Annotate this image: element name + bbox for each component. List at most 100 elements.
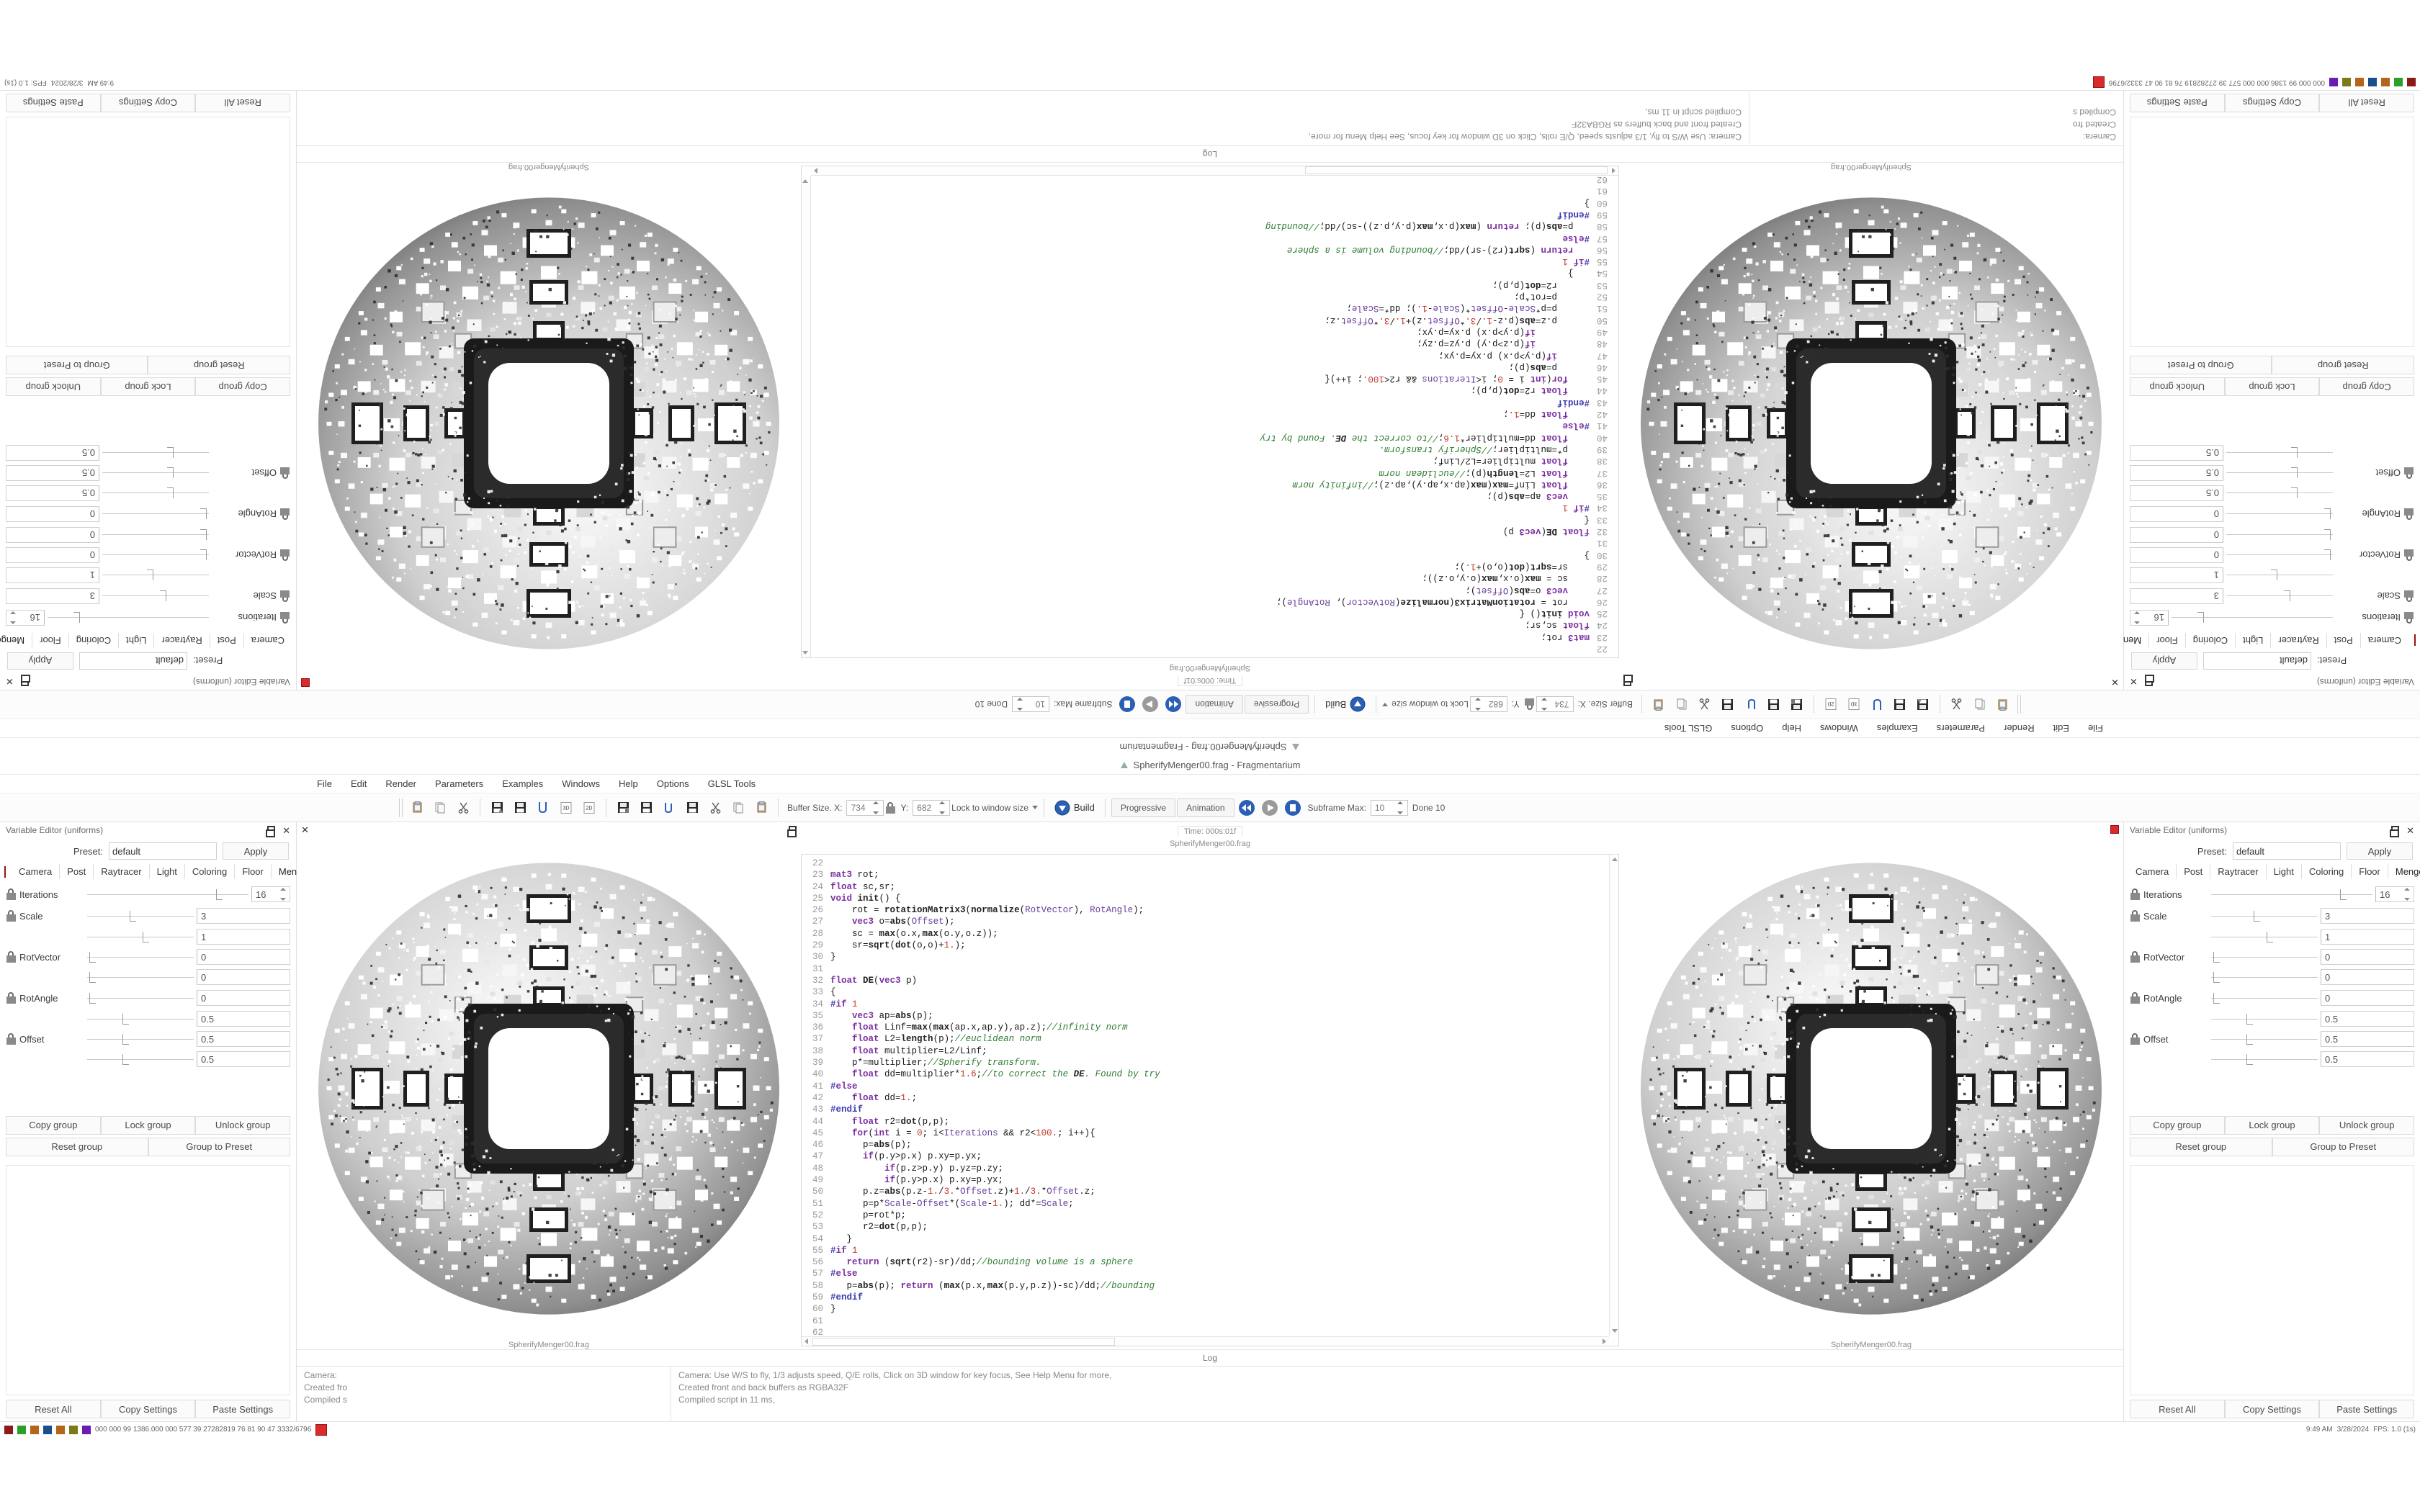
param-value-input-mirrored[interactable]: 0.5 bbox=[2130, 465, 2223, 481]
render-close-left[interactable]: ✕ bbox=[301, 825, 309, 834]
group-to-preset-button-right-mirrored[interactable]: Group to Preset bbox=[6, 356, 148, 375]
param-value-input-mirrored[interactable]: 0 bbox=[6, 506, 99, 522]
lock-icon[interactable] bbox=[6, 910, 17, 922]
save-icon-mirrored[interactable] bbox=[1763, 695, 1785, 715]
scroll-left-icon-mirrored[interactable] bbox=[1609, 166, 1618, 176]
lock-icon[interactable] bbox=[2130, 951, 2141, 963]
param-value-input-mirrored[interactable]: 16 bbox=[6, 610, 45, 626]
tab-coloring-left[interactable]: Coloring bbox=[185, 864, 235, 879]
reset-group-button-left[interactable]: Reset group bbox=[6, 1138, 148, 1156]
stop-icon-mirrored[interactable] bbox=[1116, 695, 1138, 715]
tab-raytracer-left-mirrored[interactable]: Raytracer bbox=[2270, 633, 2326, 648]
param-value-input[interactable]: 0 bbox=[2321, 990, 2414, 1006]
scroll-down-icon-mirrored[interactable] bbox=[801, 176, 810, 186]
param-slider[interactable] bbox=[2211, 1033, 2318, 1045]
apply-button-right[interactable]: Apply bbox=[2347, 842, 2413, 860]
param-slider-mirrored[interactable] bbox=[2226, 549, 2333, 561]
copy-settings-button-left[interactable]: Copy Settings bbox=[101, 1400, 196, 1418]
param-slider[interactable] bbox=[87, 971, 194, 983]
lock-group-button-right-mirrored[interactable]: Lock group bbox=[101, 378, 196, 397]
taskbar-red-indicator[interactable] bbox=[315, 1424, 327, 1436]
param-slider-mirrored[interactable] bbox=[102, 590, 209, 602]
apply-button-left[interactable]: Apply bbox=[223, 842, 289, 860]
copy-group-button-right[interactable]: Copy group bbox=[2130, 1116, 2225, 1135]
menu-help-mirrored[interactable]: Help bbox=[1782, 723, 1801, 734]
subframe-max-spinner-mirrored[interactable] bbox=[1014, 698, 1023, 711]
tab-coloring-left-mirrored[interactable]: Coloring bbox=[2185, 633, 2235, 648]
menu-parameters[interactable]: Parameters bbox=[435, 778, 483, 789]
render-view-right-mirrored[interactable]: SpherifyMenger00.frag bbox=[297, 163, 801, 690]
menu-examples[interactable]: Examples bbox=[502, 778, 543, 789]
param-slider[interactable] bbox=[87, 1053, 194, 1065]
copy-group-button-right-mirrored[interactable]: Copy group bbox=[195, 378, 290, 397]
save-image-icon-mirrored[interactable] bbox=[1912, 695, 1934, 715]
paste-settings-button-right-mirrored[interactable]: Paste Settings bbox=[6, 94, 101, 112]
fractal-render-right-mirrored[interactable] bbox=[311, 171, 786, 675]
slider-handle-mirrored[interactable] bbox=[160, 590, 166, 601]
float-icon-left[interactable] bbox=[267, 826, 275, 833]
lock-icon-mirrored[interactable] bbox=[1524, 699, 1535, 711]
cut-icon-mirrored[interactable] bbox=[1946, 695, 1968, 715]
animation-button-mirrored[interactable]: Animation bbox=[1186, 696, 1242, 714]
lock-icon[interactable] bbox=[2130, 992, 2141, 1004]
param-slider-mirrored[interactable] bbox=[102, 529, 209, 541]
3d-view-icon[interactable]: 3D bbox=[555, 798, 577, 818]
slider-handle[interactable] bbox=[130, 911, 136, 922]
lock-icon-mirrored[interactable] bbox=[279, 508, 290, 520]
hscroll-thumb[interactable] bbox=[812, 1338, 1115, 1346]
toolbar-grip[interactable] bbox=[399, 798, 403, 817]
param-slider-mirrored[interactable] bbox=[2226, 467, 2333, 479]
float-icon-right-mirrored[interactable] bbox=[21, 680, 29, 687]
param-slider[interactable] bbox=[2211, 931, 2318, 942]
progressive-button-mirrored[interactable]: Progressive bbox=[1245, 696, 1309, 714]
menu-bar[interactable]: File Edit Render Parameters Examples Win… bbox=[0, 775, 2420, 793]
subframe-max-input-mirrored[interactable]: 10 bbox=[1012, 697, 1049, 713]
slider-handle[interactable] bbox=[122, 1014, 129, 1025]
group-to-preset-button-left[interactable]: Group to Preset bbox=[148, 1138, 291, 1156]
slider-handle-mirrored[interactable] bbox=[200, 549, 207, 560]
lock-icon-mirrored[interactable] bbox=[2403, 590, 2414, 602]
build-button-mirrored[interactable]: Build bbox=[1321, 697, 1370, 713]
param-slider[interactable] bbox=[2211, 888, 2372, 900]
menu-render[interactable]: Render bbox=[385, 778, 416, 789]
lock-to-window-size-select-mirrored[interactable]: Lock to window size bbox=[1382, 700, 1469, 710]
paste-settings-button-right[interactable]: Paste Settings bbox=[2319, 1400, 2414, 1418]
animation-button[interactable]: Animation bbox=[1177, 798, 1234, 817]
param-value-input-mirrored[interactable]: 0 bbox=[2130, 547, 2223, 563]
open-folder-icon-mirrored[interactable] bbox=[1740, 695, 1762, 715]
tab-raytracer-right-mirrored[interactable]: Raytracer bbox=[153, 633, 209, 648]
tab-floor-left-mirrored[interactable]: Floor bbox=[2148, 633, 2185, 648]
render-float-left[interactable] bbox=[789, 826, 797, 833]
slider-handle[interactable] bbox=[2340, 889, 2347, 900]
param-value-input[interactable]: 0 bbox=[2321, 969, 2414, 985]
slider-handle-mirrored[interactable] bbox=[2291, 467, 2298, 478]
buffer-y-input[interactable]: 682 bbox=[913, 800, 950, 816]
tab-light-left[interactable]: Light bbox=[150, 864, 185, 879]
copy-group-button-left-mirrored[interactable]: Copy group bbox=[2319, 378, 2414, 397]
param-slider[interactable] bbox=[87, 951, 194, 963]
save-disk-icon-mirrored[interactable] bbox=[1889, 695, 1911, 715]
editor-vertical-scrollbar[interactable] bbox=[1609, 855, 1618, 1336]
lock-icon-mirrored[interactable] bbox=[2403, 549, 2414, 561]
menu-glsl-tools[interactable]: GLSL Tools bbox=[708, 778, 756, 789]
param-slider-mirrored[interactable] bbox=[2172, 612, 2333, 624]
menu-windows[interactable]: Windows bbox=[562, 778, 600, 789]
lock-icon-mirrored[interactable] bbox=[2403, 467, 2414, 479]
new-file-icon-mirrored[interactable] bbox=[1717, 695, 1739, 715]
param-value-input[interactable]: 0.5 bbox=[2321, 1031, 2414, 1047]
float-icon-left-mirrored[interactable] bbox=[2145, 680, 2153, 687]
lock-icon-mirrored[interactable] bbox=[279, 549, 290, 561]
close-icon-left-mirrored[interactable]: ✕ bbox=[2130, 678, 2138, 687]
param-slider-mirrored[interactable] bbox=[102, 447, 209, 459]
param-spinner[interactable] bbox=[280, 888, 288, 901]
tab-light-right-mirrored[interactable]: Light bbox=[118, 633, 153, 648]
param-value-input[interactable]: 16 bbox=[2375, 886, 2414, 902]
copy-settings-button-left-mirrored[interactable]: Copy Settings bbox=[2225, 94, 2320, 112]
param-slider-mirrored[interactable] bbox=[2226, 447, 2333, 459]
param-slider-mirrored[interactable] bbox=[2226, 487, 2333, 499]
slider-handle-mirrored[interactable] bbox=[167, 447, 174, 458]
param-value-input[interactable]: 0 bbox=[2321, 949, 2414, 965]
param-value-input-mirrored[interactable]: 0 bbox=[6, 527, 99, 543]
3d-view-icon-mirrored[interactable]: 3D bbox=[1843, 695, 1865, 715]
copy-icon-2[interactable] bbox=[727, 798, 749, 818]
